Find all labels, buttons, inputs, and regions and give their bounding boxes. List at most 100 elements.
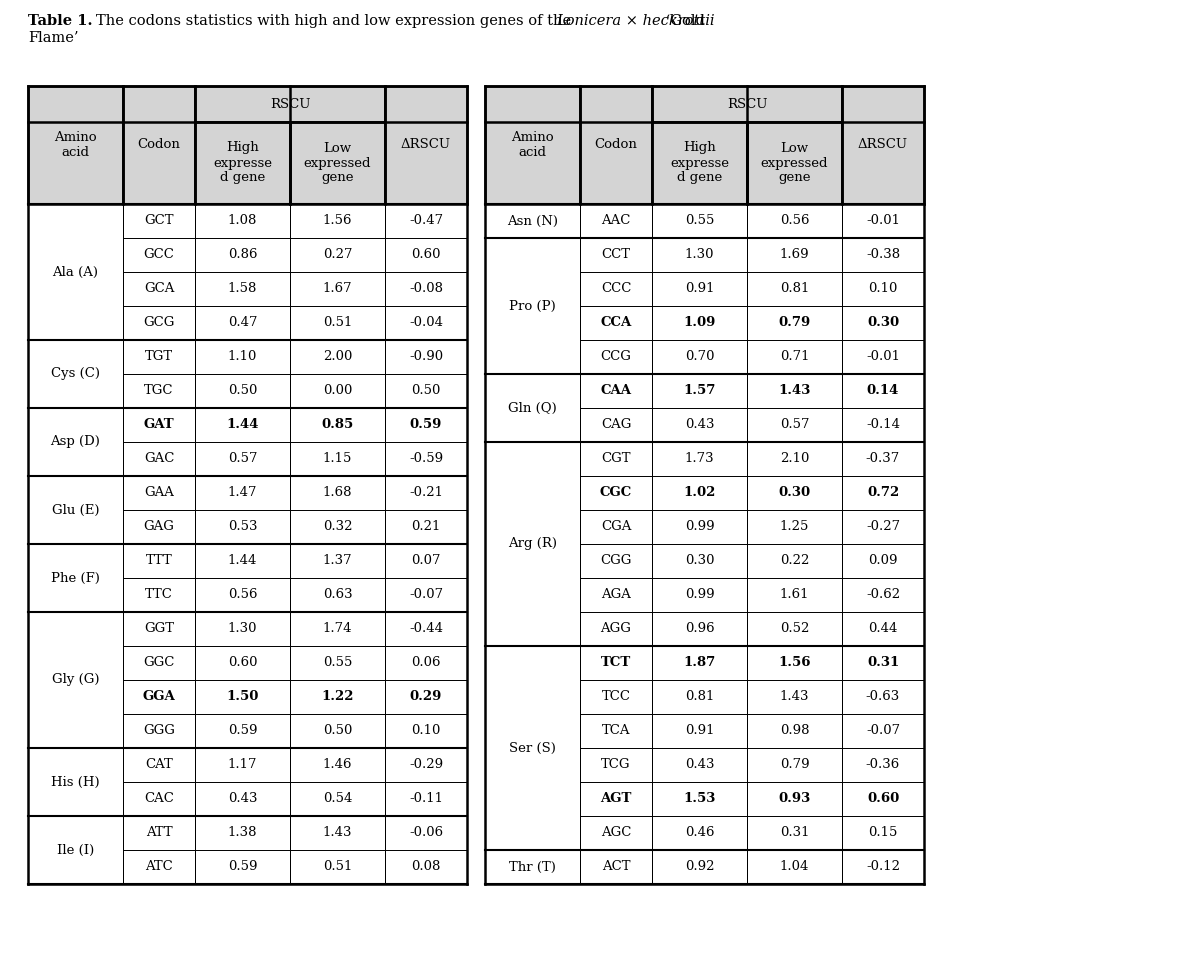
Bar [652, 816, 747, 850]
Bar [580, 510, 652, 544]
Bar [385, 782, 467, 816]
Bar [747, 748, 842, 782]
Bar [195, 748, 290, 782]
Text: RSCU: RSCU [727, 97, 767, 111]
Bar [842, 510, 924, 544]
Bar [195, 86, 385, 122]
Text: 1.22: 1.22 [321, 690, 354, 704]
Bar [124, 680, 195, 714]
Text: -0.62: -0.62 [866, 588, 901, 602]
Bar [580, 748, 652, 782]
Text: 1.74: 1.74 [323, 623, 353, 635]
Text: Ile (I): Ile (I) [57, 844, 94, 856]
Bar [290, 238, 385, 272]
Text: -0.59: -0.59 [409, 452, 443, 466]
Text: TCC: TCC [601, 690, 631, 704]
Bar [652, 544, 747, 578]
Text: Pro (P): Pro (P) [510, 300, 556, 312]
Text: 0.32: 0.32 [323, 521, 353, 533]
Text: 0.21: 0.21 [411, 521, 441, 533]
Bar [195, 544, 290, 578]
Bar [290, 204, 385, 238]
Text: 0.50: 0.50 [411, 385, 441, 397]
Text: Ala (A): Ala (A) [52, 265, 99, 279]
Bar [29, 816, 124, 884]
Bar [290, 408, 385, 442]
Text: Table 1.: Table 1. [29, 14, 93, 28]
Text: 0.14: 0.14 [867, 385, 899, 397]
Bar [290, 748, 385, 782]
Text: ACT: ACT [602, 861, 631, 873]
Text: 1.44: 1.44 [228, 554, 257, 568]
Bar [195, 816, 290, 850]
Text: 1.30: 1.30 [684, 249, 714, 261]
Text: TTT: TTT [146, 554, 172, 568]
Bar [124, 782, 195, 816]
Text: TCG: TCG [601, 759, 631, 771]
Text: 1.04: 1.04 [779, 861, 809, 873]
Text: 0.59: 0.59 [228, 861, 258, 873]
Text: 0.99: 0.99 [684, 588, 714, 602]
Bar [124, 408, 195, 442]
Text: AAC: AAC [601, 215, 631, 228]
Bar [124, 306, 195, 340]
Bar [195, 340, 290, 374]
Text: 0.60: 0.60 [411, 249, 441, 261]
Bar [124, 442, 195, 476]
Text: -0.06: -0.06 [409, 826, 443, 840]
Bar [124, 374, 195, 408]
Bar [195, 306, 290, 340]
Bar [29, 340, 124, 408]
Bar [747, 850, 842, 884]
Text: 1.73: 1.73 [684, 452, 714, 466]
Text: ATC: ATC [145, 861, 173, 873]
Bar [580, 816, 652, 850]
Bar [290, 850, 385, 884]
Text: 0.55: 0.55 [684, 215, 714, 228]
Bar [652, 272, 747, 306]
Bar [652, 680, 747, 714]
Text: -0.90: -0.90 [409, 351, 443, 363]
Text: 0.43: 0.43 [684, 759, 714, 771]
Text: 1.47: 1.47 [228, 487, 258, 499]
Bar [290, 544, 385, 578]
Bar [29, 86, 124, 204]
Text: 1.38: 1.38 [228, 826, 258, 840]
Text: 0.00: 0.00 [323, 385, 352, 397]
Bar [485, 442, 580, 646]
Text: 0.93: 0.93 [778, 792, 810, 806]
Text: 0.07: 0.07 [411, 554, 441, 568]
Bar [842, 680, 924, 714]
Bar [385, 442, 467, 476]
Text: 0.92: 0.92 [684, 861, 714, 873]
Text: Low
expressed
gene: Low expressed gene [304, 142, 371, 184]
Text: 0.29: 0.29 [410, 690, 442, 704]
Bar [652, 306, 747, 340]
Text: 0.30: 0.30 [867, 316, 899, 330]
Text: 2.00: 2.00 [323, 351, 352, 363]
Text: 0.30: 0.30 [684, 554, 714, 568]
Bar [652, 646, 747, 680]
Text: 0.51: 0.51 [323, 861, 352, 873]
Text: 0.60: 0.60 [228, 656, 258, 670]
Bar [385, 408, 467, 442]
Bar [580, 782, 652, 816]
Bar [195, 612, 290, 646]
Text: ΔRSCU: ΔRSCU [400, 139, 451, 151]
Text: AGG: AGG [601, 623, 632, 635]
Bar [124, 544, 195, 578]
Text: 1.15: 1.15 [323, 452, 352, 466]
Bar [842, 544, 924, 578]
Text: 1.56: 1.56 [778, 656, 810, 670]
Text: GCT: GCT [144, 215, 173, 228]
Text: 0.52: 0.52 [779, 623, 809, 635]
Text: 1.57: 1.57 [683, 385, 715, 397]
Bar [290, 476, 385, 510]
Text: 1.02: 1.02 [683, 487, 715, 499]
Bar [195, 714, 290, 748]
Bar [580, 714, 652, 748]
Text: -0.38: -0.38 [866, 249, 901, 261]
Text: 0.63: 0.63 [323, 588, 353, 602]
Bar [195, 122, 290, 204]
Bar [842, 578, 924, 612]
